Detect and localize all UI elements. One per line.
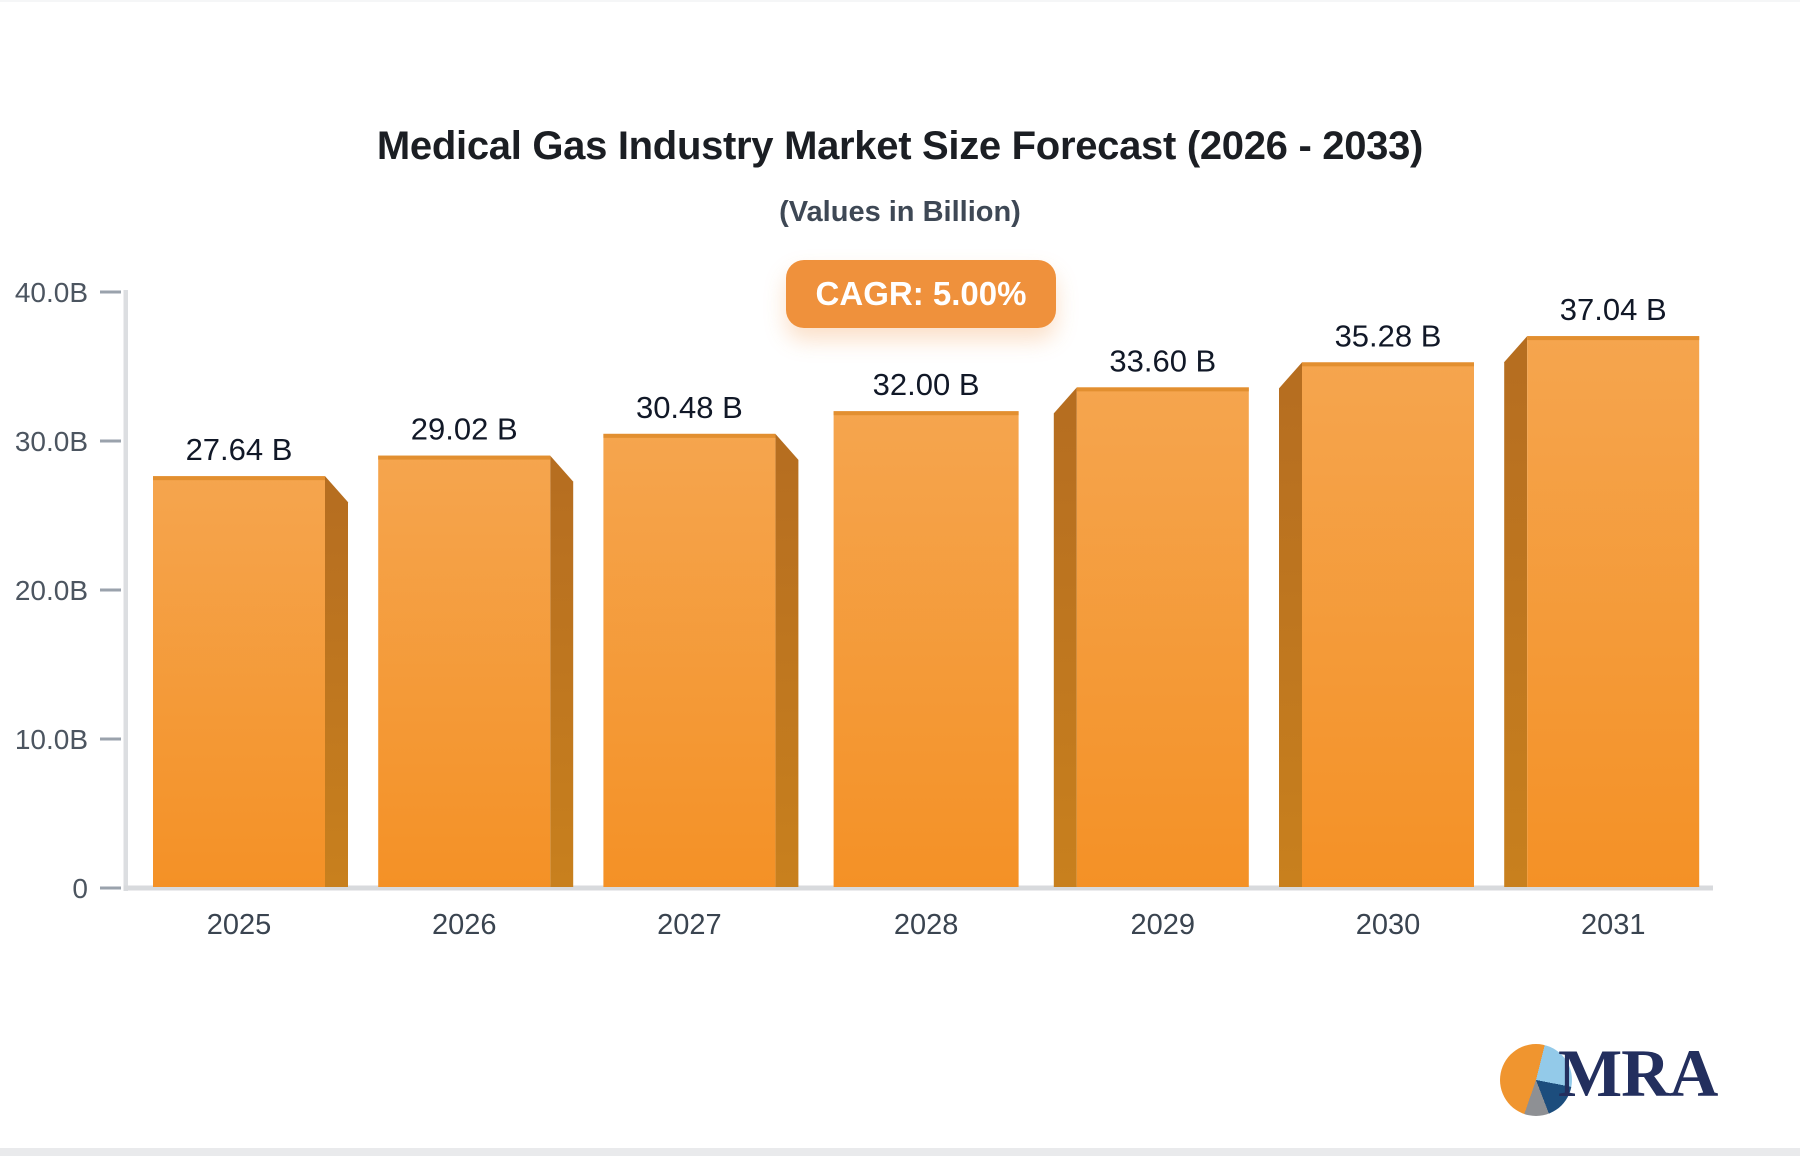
axes: 0 10.0B 20.0B 30.0B 40.0B [15, 277, 1713, 904]
bottom-edge-divider [0, 1148, 1800, 1156]
labels: 27.64 B 2025 29.02 B 2026 30.48 B 2027 32.00 B… [186, 292, 1667, 941]
x-axis-label: 2025 [207, 909, 272, 941]
y-axis-label: 30.0B [15, 426, 88, 457]
bar [1302, 362, 1474, 887]
chart-subtitle: (Values in Billion) [779, 196, 1021, 228]
x-axis-label: 2028 [894, 909, 959, 941]
mra-logo: MRA [1500, 1035, 1730, 1124]
bar [1076, 387, 1249, 887]
x-axis-label: 2027 [657, 909, 722, 941]
bar-value-label: 30.48 B [636, 390, 743, 425]
bar-value-label: 33.60 B [1109, 343, 1216, 378]
bar-top-edge [1302, 362, 1474, 367]
bar-value-label: 37.04 B [1560, 292, 1667, 327]
y-axis-label: 20.0B [15, 575, 88, 606]
bars [153, 336, 1700, 887]
bar-value-label: 32.00 B [873, 367, 980, 402]
bar [833, 411, 1019, 887]
bar-side [1504, 336, 1528, 887]
pie-chart-logo-icon [1500, 1044, 1572, 1116]
y-axis-label: 40.0B [15, 277, 88, 308]
bar [378, 455, 551, 887]
bar-value-label: 29.02 B [411, 412, 518, 447]
bar-top-edge [603, 433, 776, 438]
bar-top-edge [378, 455, 551, 460]
bar-top-edge [1076, 387, 1249, 392]
y-axis-line [123, 290, 128, 891]
bar-top-edge [153, 476, 325, 481]
y-axis-label: 10.0B [15, 724, 88, 755]
bar-side [1279, 362, 1302, 887]
bar-side [550, 455, 574, 887]
bar-side [325, 476, 348, 887]
x-axis-label: 2031 [1581, 909, 1646, 941]
bar [153, 476, 325, 887]
x-axis-label: 2030 [1356, 909, 1421, 941]
y-axis-label: 0 [72, 873, 88, 904]
bar-value-label: 35.28 B [1335, 318, 1442, 353]
cagr-badge: CAGR: 5.00% [786, 260, 1056, 328]
bar-side [1053, 387, 1077, 887]
x-axis-label: 2029 [1131, 909, 1196, 941]
x-axis-line [123, 885, 1713, 891]
bar-top-edge [833, 411, 1019, 416]
x-axis-label: 2026 [432, 909, 497, 941]
bar-side [775, 433, 799, 887]
bar [1527, 336, 1700, 887]
logo-text: MRA [1558, 1035, 1718, 1111]
bar [603, 433, 776, 887]
chart-title: Medical Gas Industry Market Size Forecas… [376, 124, 1424, 168]
bar-value-label: 27.64 B [186, 432, 293, 467]
bar-top-edge [1527, 336, 1700, 341]
